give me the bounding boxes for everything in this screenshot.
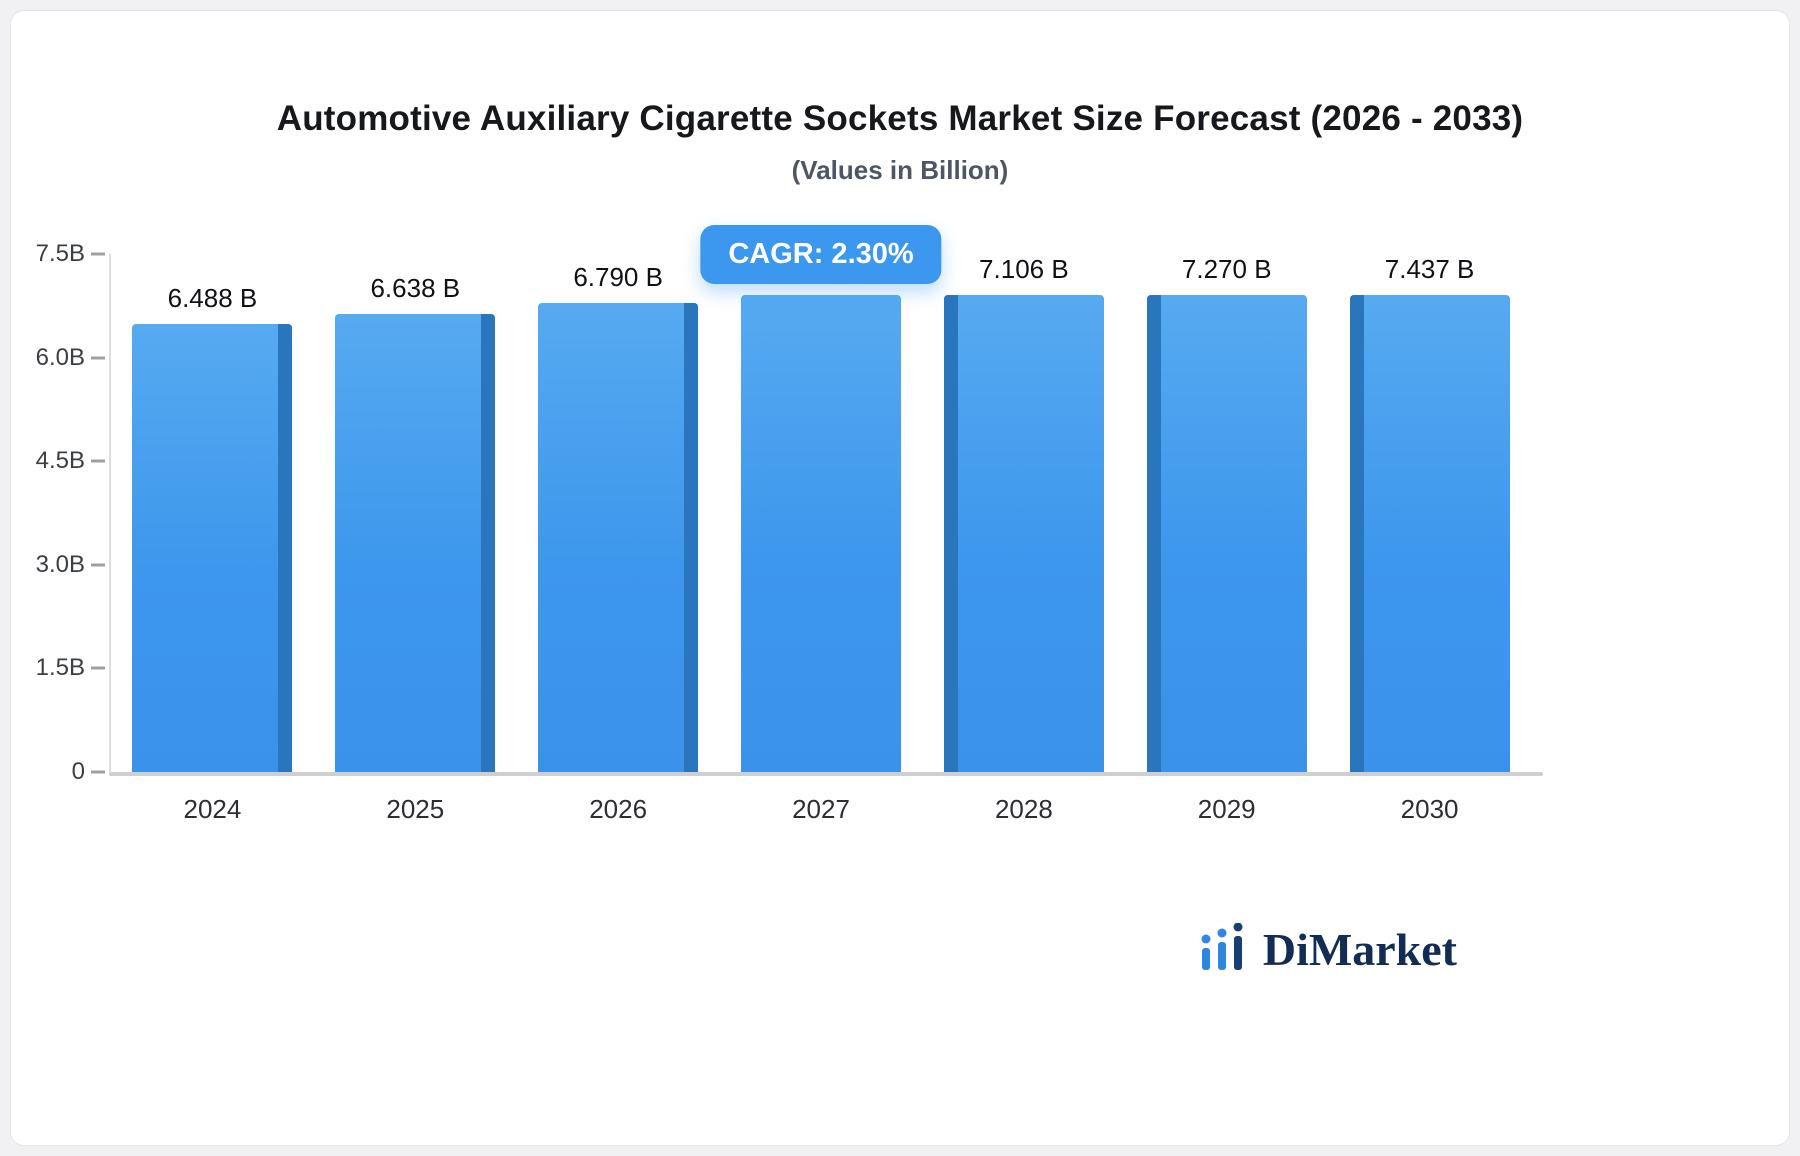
x-axis-label-2028: 2028	[994, 794, 1053, 824]
x-axis-line	[109, 772, 1543, 776]
bar-value-label: 7.437 B	[1384, 254, 1475, 284]
bar-2026[interactable]	[538, 303, 699, 772]
y-tick-mark	[91, 770, 105, 774]
bar-2030[interactable]	[1349, 295, 1510, 772]
bar-slot: 6.790 B	[517, 254, 720, 772]
bar-slot: 6.488 B	[111, 254, 314, 773]
bar-2029[interactable]	[1146, 295, 1307, 772]
x-axis-label-2030: 2030	[1400, 794, 1459, 824]
bar-chart: 0 1.5B 3.0B 4.5B 6.0B 7.5B 6.488 B 6.638 B 6.79…	[36, 240, 1543, 824]
x-axis-label-2029: 2029	[1197, 794, 1256, 824]
y-tick-label: 4.5B	[35, 447, 85, 475]
bar-slot: 6.638 B	[314, 254, 517, 773]
x-axis-label-2027: 2027	[792, 794, 850, 824]
y-tick-mark	[91, 459, 105, 463]
y-tick-label: 0	[71, 758, 85, 785]
page-title: Automotive Auxiliary Cigarette Sockets M…	[276, 99, 1524, 138]
x-axis-label-2025: 2025	[386, 794, 445, 824]
chart-card: Automotive Auxiliary Cigarette Sockets M…	[10, 10, 1790, 1146]
bar-slot: 7.270 B	[1125, 254, 1328, 772]
y-tick-mark	[91, 563, 105, 567]
bar-2027[interactable]	[741, 295, 901, 772]
y-tick-mark	[91, 666, 105, 670]
y-tick-mark	[91, 252, 105, 256]
y-tick-label: 1.5B	[35, 654, 85, 682]
bar-value-label: 7.106 B	[979, 254, 1069, 284]
cagr-badge: CAGR: 2.30%	[700, 225, 942, 284]
page-subtitle: (Values in Billion)	[791, 155, 1009, 185]
bar-value-label: 6.638 B	[370, 272, 461, 303]
bars-area: 6.488 B 6.638 B 6.790 B 7.106 B 7.270 B 7.437…	[111, 254, 1531, 773]
x-axis: 2024 2025 2026 2027 2028 2029 2030	[111, 794, 1531, 825]
bar-value-label: 6.790 B	[573, 262, 663, 293]
y-tick-mark	[91, 356, 105, 360]
bar-2025[interactable]	[335, 313, 496, 773]
x-axis-label-2024: 2024	[183, 794, 242, 824]
bar-2024[interactable]	[132, 323, 293, 773]
bar-chart-icon	[1197, 922, 1249, 973]
y-tick-label: 6.0B	[35, 343, 85, 371]
bar-slot: 7.106 B	[922, 254, 1125, 772]
bar-value-label: 6.488 B	[167, 282, 258, 313]
bar-slot	[720, 254, 923, 772]
bar-value-label: 7.270 B	[1181, 254, 1272, 284]
y-tick-label: 3.0B	[35, 550, 85, 578]
brand-logo: DiMarket	[1197, 922, 1457, 975]
bar-2028[interactable]	[943, 295, 1104, 772]
bar-slot: 7.437 B	[1328, 254, 1531, 772]
y-tick-label: 7.5B	[35, 240, 85, 267]
y-axis-line	[109, 254, 111, 772]
x-axis-label-2026: 2026	[589, 794, 648, 824]
brand-name: DiMarket	[1262, 924, 1457, 975]
